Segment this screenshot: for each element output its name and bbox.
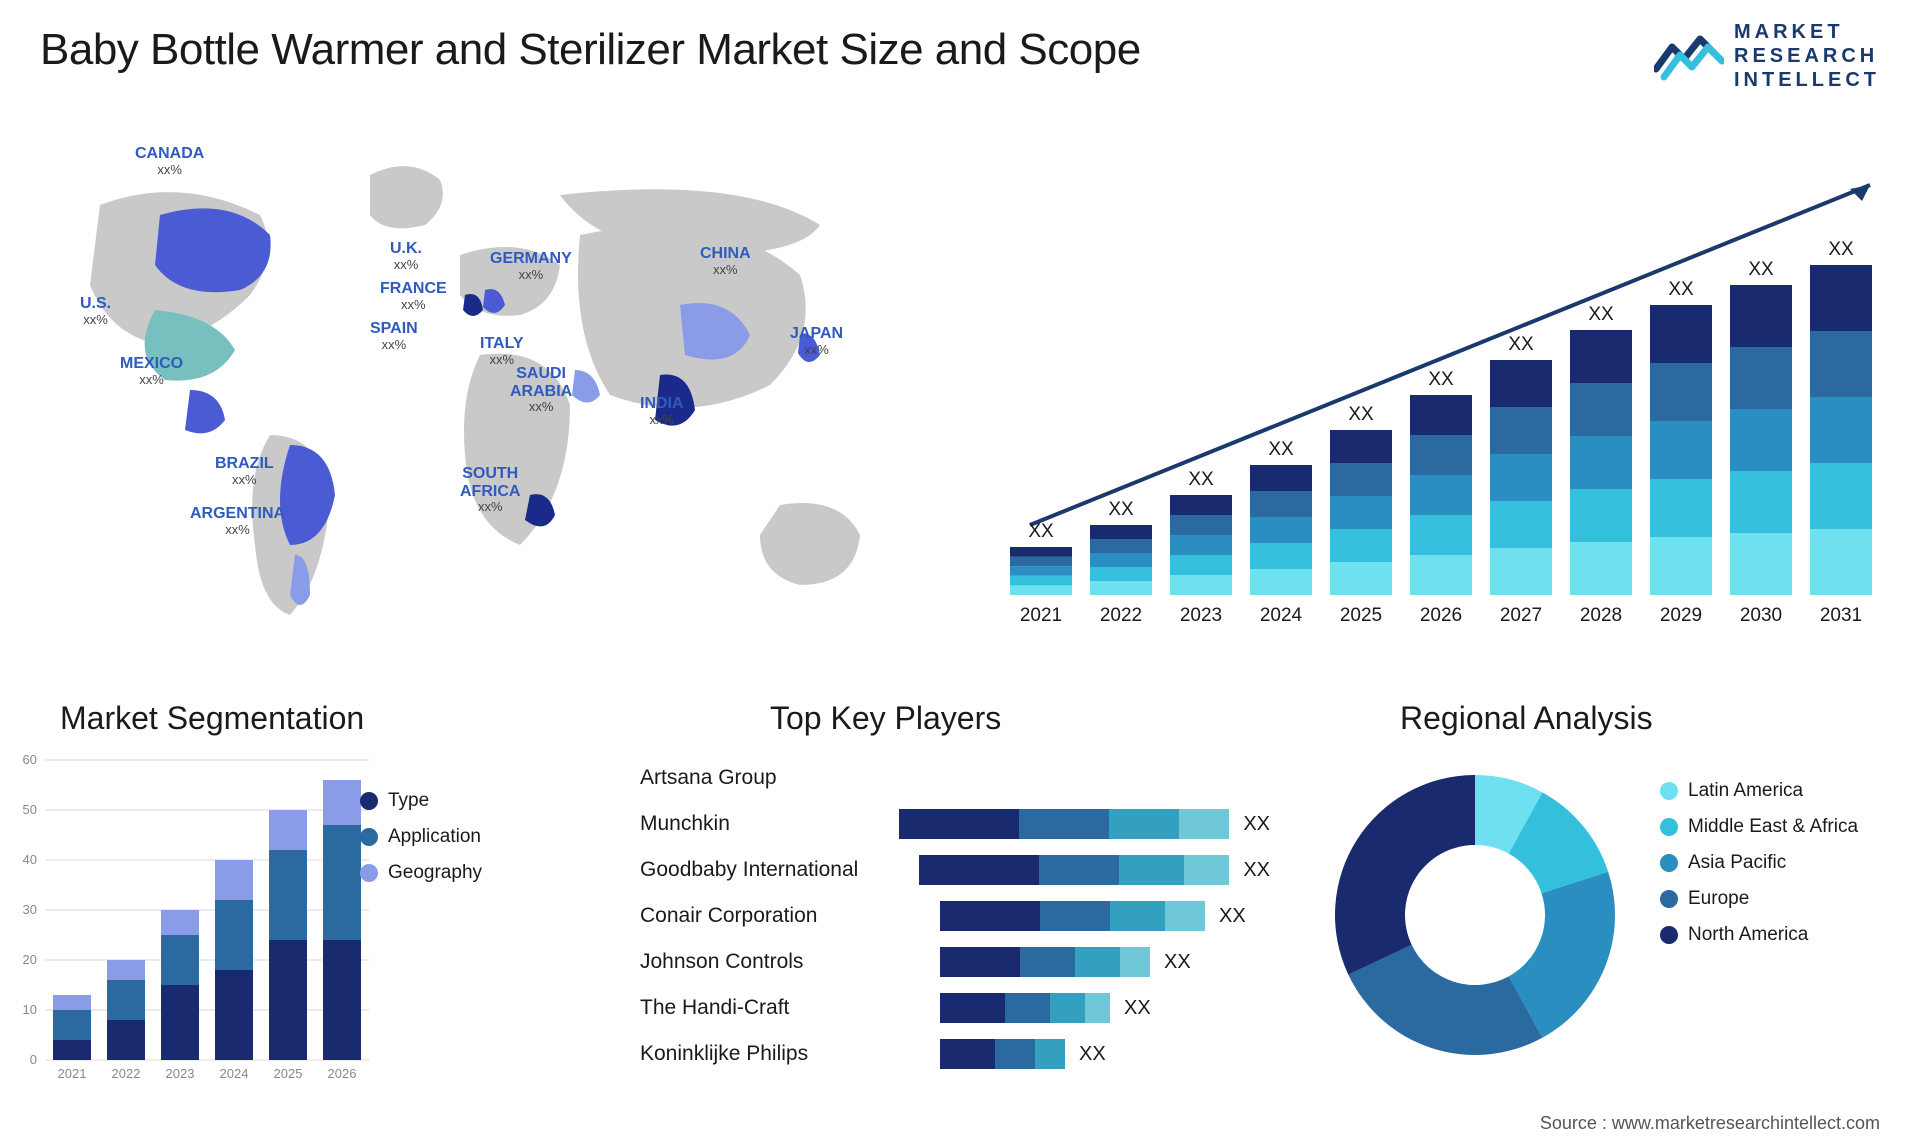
logo-mark-icon xyxy=(1654,29,1724,84)
regional-heading: Regional Analysis xyxy=(1400,700,1653,737)
svg-text:XX: XX xyxy=(1428,369,1454,390)
svg-text:XX: XX xyxy=(1668,279,1694,300)
growth-chart: XX 2021 XX 2022 XX 2023 XX 2024 XX 2025 XX 2026 XX 20… xyxy=(1000,155,1880,635)
svg-text:2026: 2026 xyxy=(1420,605,1462,626)
player-row: Goodbaby International XX xyxy=(640,847,1270,893)
map-label: SOUTHAFRICAxx% xyxy=(460,465,520,514)
svg-text:30: 30 xyxy=(23,902,37,917)
map-label: U.K.xx% xyxy=(390,240,422,272)
svg-text:2023: 2023 xyxy=(1180,605,1222,626)
world-map: CANADAxx% U.S.xx% MEXICOxx% BRAZILxx% ARGENT… xyxy=(40,145,940,645)
svg-text:2025: 2025 xyxy=(274,1066,303,1081)
map-label: INDIAxx% xyxy=(640,395,684,427)
svg-text:2022: 2022 xyxy=(1100,605,1142,626)
svg-text:2027: 2027 xyxy=(1500,605,1542,626)
svg-text:XX: XX xyxy=(1588,304,1614,325)
map-label: GERMANYxx% xyxy=(490,250,572,282)
map-label: ITALYxx% xyxy=(480,335,524,367)
map-label: FRANCExx% xyxy=(380,280,447,312)
player-name: Munchkin xyxy=(640,812,899,836)
legend-item: Latin America xyxy=(1660,780,1858,802)
player-row: Conair Corporation XX xyxy=(640,893,1270,939)
player-name: Koninklijke Philips xyxy=(640,1042,940,1066)
segmentation-heading: Market Segmentation xyxy=(60,700,364,737)
player-value: XX xyxy=(1219,905,1246,928)
player-name: Goodbaby International xyxy=(640,858,919,882)
logo-line1: MARKET xyxy=(1734,20,1880,44)
svg-text:2025: 2025 xyxy=(1340,605,1382,626)
legend-item: North America xyxy=(1660,924,1858,946)
svg-text:2024: 2024 xyxy=(220,1066,249,1081)
svg-text:2030: 2030 xyxy=(1740,605,1782,626)
legend-item: Geography xyxy=(360,862,482,884)
svg-text:20: 20 xyxy=(23,952,37,967)
page-title: Baby Bottle Warmer and Sterilizer Market… xyxy=(40,25,1141,75)
player-name: Johnson Controls xyxy=(640,950,940,974)
legend-item: Type xyxy=(360,790,482,812)
svg-text:2023: 2023 xyxy=(166,1066,195,1081)
player-row: The Handi-Craft XX xyxy=(640,985,1270,1031)
svg-text:XX: XX xyxy=(1508,334,1534,355)
legend-item: Europe xyxy=(1660,888,1858,910)
regional-legend: Latin America Middle East & Africa Asia Pa… xyxy=(1660,780,1858,960)
legend-item: Application xyxy=(360,826,482,848)
map-label: CHINAxx% xyxy=(700,245,751,277)
regional-donut xyxy=(1320,760,1630,1070)
svg-text:60: 60 xyxy=(23,752,37,767)
source-text: Source : www.marketresearchintellect.com xyxy=(1540,1113,1880,1134)
svg-text:XX: XX xyxy=(1108,499,1134,520)
player-row: Johnson Controls XX xyxy=(640,939,1270,985)
world-map-svg xyxy=(40,145,940,645)
players-chart: Artsana GroupMunchkinXXGoodbaby Internat… xyxy=(640,755,1270,1077)
svg-text:0: 0 xyxy=(30,1052,37,1067)
map-label: ARGENTINAxx% xyxy=(190,505,285,537)
segmentation-legend: Type Application Geography xyxy=(360,790,482,898)
svg-text:2022: 2022 xyxy=(112,1066,141,1081)
player-row: Munchkin XX xyxy=(640,801,1270,847)
player-value: XX xyxy=(1124,997,1151,1020)
logo-line3: INTELLECT xyxy=(1734,68,1880,92)
player-name: Artsana Group xyxy=(640,766,940,790)
svg-text:2021: 2021 xyxy=(58,1066,87,1081)
brand-logo: MARKET RESEARCH INTELLECT xyxy=(1654,20,1880,92)
map-label: SPAINxx% xyxy=(370,320,418,352)
map-label: SAUDIARABIAxx% xyxy=(510,365,572,414)
player-name: The Handi-Craft xyxy=(640,996,940,1020)
svg-text:50: 50 xyxy=(23,802,37,817)
map-label: MEXICOxx% xyxy=(120,355,183,387)
map-label: U.S.xx% xyxy=(80,295,111,327)
map-label: BRAZILxx% xyxy=(215,455,274,487)
svg-text:10: 10 xyxy=(23,1002,37,1017)
svg-text:2026: 2026 xyxy=(328,1066,357,1081)
player-value: XX xyxy=(1243,813,1270,836)
svg-text:XX: XX xyxy=(1028,521,1054,542)
player-value: XX xyxy=(1164,951,1191,974)
svg-text:2029: 2029 xyxy=(1660,605,1702,626)
logo-line2: RESEARCH xyxy=(1734,44,1880,68)
legend-item: Middle East & Africa xyxy=(1660,816,1858,838)
svg-text:XX: XX xyxy=(1828,239,1854,260)
svg-text:2028: 2028 xyxy=(1580,605,1622,626)
player-name: Conair Corporation xyxy=(640,904,940,928)
svg-text:XX: XX xyxy=(1348,404,1374,425)
svg-text:40: 40 xyxy=(23,852,37,867)
svg-text:XX: XX xyxy=(1188,469,1214,490)
svg-text:2024: 2024 xyxy=(1260,605,1303,626)
svg-text:XX: XX xyxy=(1748,259,1774,280)
svg-text:XX: XX xyxy=(1268,439,1294,460)
player-value: XX xyxy=(1079,1043,1106,1066)
svg-text:2021: 2021 xyxy=(1020,605,1062,626)
map-label: JAPANxx% xyxy=(790,325,843,357)
player-row: Koninklijke Philips XX xyxy=(640,1031,1270,1077)
map-label: CANADAxx% xyxy=(135,145,204,177)
legend-item: Asia Pacific xyxy=(1660,852,1858,874)
player-value: XX xyxy=(1243,859,1270,882)
players-heading: Top Key Players xyxy=(770,700,1001,737)
svg-text:2031: 2031 xyxy=(1820,605,1862,626)
player-row: Artsana Group xyxy=(640,755,1270,801)
